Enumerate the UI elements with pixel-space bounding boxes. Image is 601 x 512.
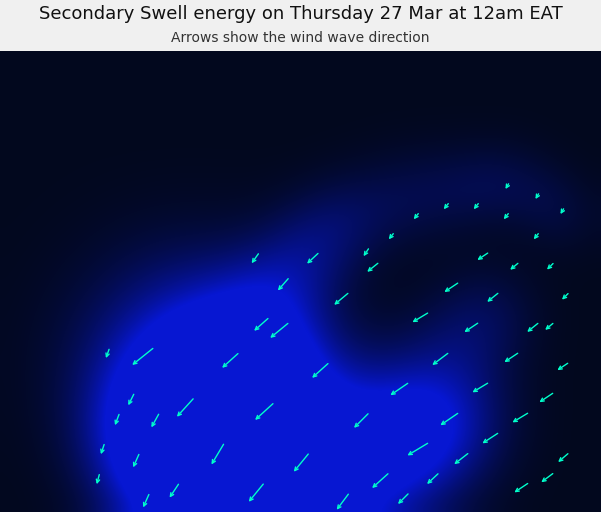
Text: Secondary Swell energy on Thursday 27 Mar at 12am EAT: Secondary Swell energy on Thursday 27 Ma… bbox=[38, 5, 563, 24]
Text: Arrows show the wind wave direction: Arrows show the wind wave direction bbox=[171, 31, 430, 46]
